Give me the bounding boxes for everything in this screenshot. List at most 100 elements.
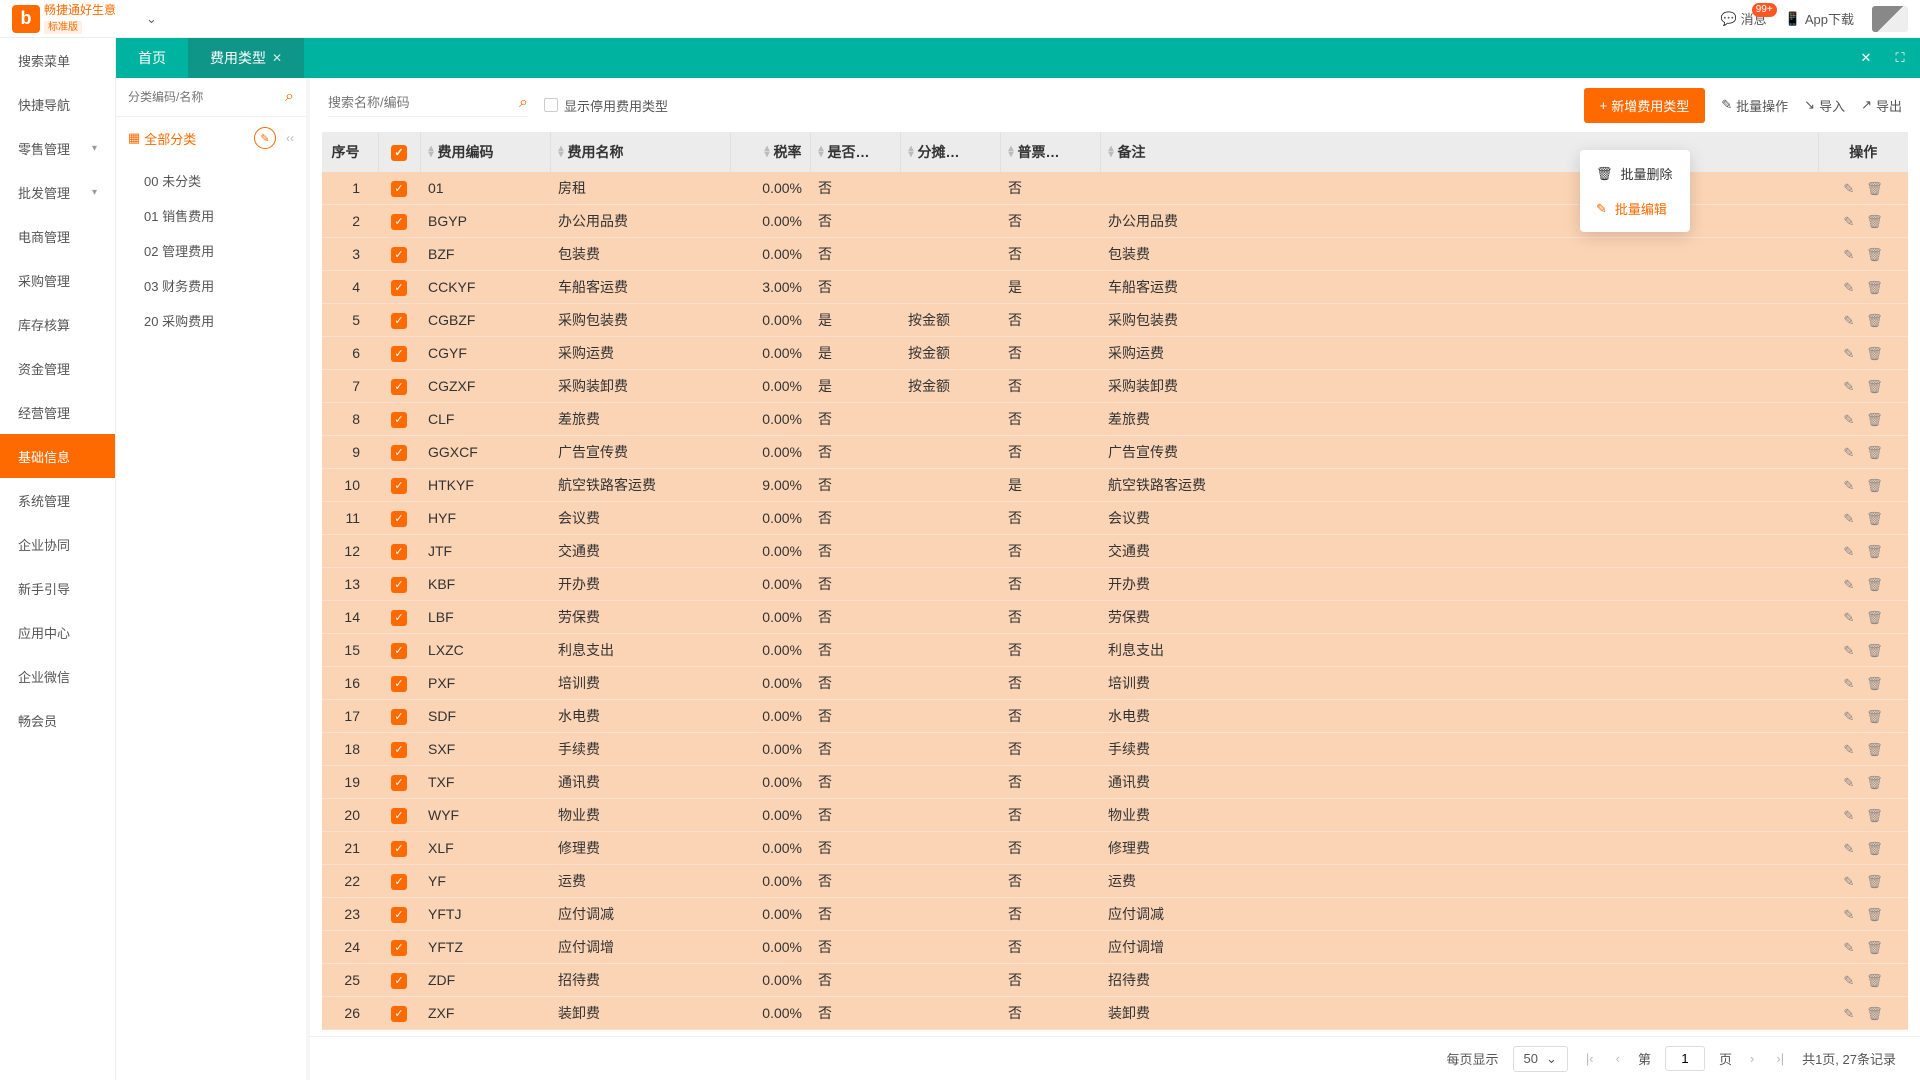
table-search-input[interactable] — [328, 95, 519, 110]
edit-icon[interactable]: ✎ — [1843, 577, 1854, 592]
trash-icon[interactable]: 🗑 — [1866, 412, 1883, 427]
trash-icon[interactable]: 🗑 — [1866, 1006, 1883, 1021]
nav-item[interactable]: 企业微信 — [0, 654, 115, 698]
nav-item[interactable]: 基础信息 — [0, 434, 115, 478]
table-row[interactable]: 3 ✓ BZF 包装费 0.00% 否 否 包装费 ✎ 🗑 — [322, 238, 1908, 271]
nav-item[interactable]: 批发管理▾ — [0, 170, 115, 214]
cell-checkbox[interactable]: ✓ — [378, 733, 420, 766]
edit-icon[interactable]: ✎ — [1843, 511, 1854, 526]
table-row[interactable]: 22 ✓ YF 运费 0.00% 否 否 运费 ✎ 🗑 — [322, 865, 1908, 898]
cell-checkbox[interactable]: ✓ — [378, 271, 420, 304]
cell-checkbox[interactable]: ✓ — [378, 865, 420, 898]
col-rate[interactable]: ▴▾税率 — [730, 132, 810, 172]
cell-checkbox[interactable]: ✓ — [378, 667, 420, 700]
cell-checkbox[interactable]: ✓ — [378, 898, 420, 931]
nav-item[interactable]: 系统管理 — [0, 478, 115, 522]
edit-icon[interactable]: ✎ — [1843, 907, 1854, 922]
cell-checkbox[interactable]: ✓ — [378, 238, 420, 271]
tab-expense-type[interactable]: 费用类型 ✕ — [188, 38, 304, 78]
trash-icon[interactable]: 🗑 — [1866, 544, 1883, 559]
table-row[interactable]: 12 ✓ JTF 交通费 0.00% 否 否 交通费 ✎ 🗑 — [322, 535, 1908, 568]
col-share[interactable]: ▴▾分摊… — [900, 132, 1000, 172]
cell-checkbox[interactable]: ✓ — [378, 370, 420, 403]
col-code[interactable]: ▴▾费用编码 — [420, 132, 550, 172]
edit-icon[interactable]: ✎ — [1843, 709, 1854, 724]
trash-icon[interactable]: 🗑 — [1866, 610, 1883, 625]
edit-icon[interactable]: ✎ — [1843, 874, 1854, 889]
trash-icon[interactable]: 🗑 — [1866, 214, 1883, 229]
nav-item[interactable]: 新手引导 — [0, 566, 115, 610]
col-yn[interactable]: ▴▾是否… — [810, 132, 900, 172]
trash-icon[interactable]: 🗑 — [1866, 445, 1883, 460]
nav-item[interactable]: 资金管理 — [0, 346, 115, 390]
table-row[interactable]: 13 ✓ KBF 开办费 0.00% 否 否 开办费 ✎ 🗑 — [322, 568, 1908, 601]
edit-icon[interactable]: ✎ — [1843, 676, 1854, 691]
table-row[interactable]: 16 ✓ PXF 培训费 0.00% 否 否 培训费 ✎ 🗑 — [322, 667, 1908, 700]
show-disabled-checkbox[interactable]: 显示停用费用类型 — [544, 96, 668, 115]
edit-icon[interactable]: ✎ — [1843, 247, 1854, 262]
avatar[interactable] — [1872, 6, 1908, 32]
trash-icon[interactable]: 🗑 — [1866, 808, 1883, 823]
nav-item[interactable]: 采购管理 — [0, 258, 115, 302]
table-row[interactable]: 4 ✓ CCKYF 车船客运费 3.00% 否 是 车船客运费 ✎ 🗑 — [322, 271, 1908, 304]
prev-page-button[interactable]: ‹ — [1612, 1051, 1624, 1066]
category-item[interactable]: 00 未分类 — [116, 163, 306, 198]
table-row[interactable]: 15 ✓ LXZC 利息支出 0.00% 否 否 利息支出 ✎ 🗑 — [322, 634, 1908, 667]
table-row[interactable]: 6 ✓ CGYF 采购运费 0.00% 是 按金额 否 采购运费 ✎ 🗑 — [322, 337, 1908, 370]
edit-icon[interactable]: ✎ — [1843, 478, 1854, 493]
table-row[interactable]: 25 ✓ ZDF 招待费 0.00% 否 否 招待费 ✎ 🗑 — [322, 964, 1908, 997]
category-item[interactable]: 02 管理费用 — [116, 233, 306, 268]
edit-icon[interactable]: ✎ — [1843, 313, 1854, 328]
trash-icon[interactable]: 🗑 — [1866, 247, 1883, 262]
cell-checkbox[interactable]: ✓ — [378, 304, 420, 337]
nav-item[interactable]: 应用中心 — [0, 610, 115, 654]
import-button[interactable]: ↘ 导入 — [1804, 96, 1845, 115]
trash-icon[interactable]: 🗑 — [1866, 742, 1883, 757]
last-page-button[interactable]: ›| — [1772, 1051, 1788, 1066]
trash-icon[interactable]: 🗑 — [1866, 511, 1883, 526]
edit-icon[interactable]: ✎ — [1843, 1006, 1854, 1021]
cell-checkbox[interactable]: ✓ — [378, 700, 420, 733]
table-row[interactable]: 24 ✓ YFTZ 应付调增 0.00% 否 否 应付调增 ✎ 🗑 — [322, 931, 1908, 964]
table-row[interactable]: 5 ✓ CGBZF 采购包装费 0.00% 是 按金额 否 采购包装费 ✎ 🗑 — [322, 304, 1908, 337]
cell-checkbox[interactable]: ✓ — [378, 436, 420, 469]
trash-icon[interactable]: 🗑 — [1866, 577, 1883, 592]
edit-icon[interactable]: ✎ — [1843, 808, 1854, 823]
cell-checkbox[interactable]: ✓ — [378, 634, 420, 667]
edit-icon[interactable]: ✎ — [1843, 544, 1854, 559]
tabs-close-button[interactable]: ✕ — [1852, 44, 1880, 72]
cell-checkbox[interactable]: ✓ — [378, 931, 420, 964]
edit-icon[interactable]: ✎ — [1843, 775, 1854, 790]
cell-checkbox[interactable]: ✓ — [378, 205, 420, 238]
nav-item[interactable]: 快捷导航 — [0, 82, 115, 126]
edit-icon[interactable]: ✎ — [1843, 379, 1854, 394]
table-row[interactable]: 18 ✓ SXF 手续费 0.00% 否 否 手续费 ✎ 🗑 — [322, 733, 1908, 766]
page-size-select[interactable]: 50 ⌄ — [1513, 1046, 1568, 1072]
col-seq[interactable]: 序号 — [322, 132, 378, 172]
page-input[interactable] — [1665, 1046, 1705, 1071]
table-row[interactable]: 11 ✓ HYF 会议费 0.00% 否 否 会议费 ✎ 🗑 — [322, 502, 1908, 535]
trash-icon[interactable]: 🗑 — [1866, 841, 1883, 856]
cell-checkbox[interactable]: ✓ — [378, 601, 420, 634]
cell-checkbox[interactable]: ✓ — [378, 172, 420, 205]
trash-icon[interactable]: 🗑 — [1866, 478, 1883, 493]
category-search-input[interactable] — [128, 90, 285, 104]
tab-home[interactable]: 首页 — [116, 38, 188, 78]
batch-delete-item[interactable]: 🗑 批量删除 — [1580, 156, 1690, 191]
category-item[interactable]: 20 采购费用 — [116, 303, 306, 338]
cell-checkbox[interactable]: ✓ — [378, 799, 420, 832]
collapse-icon[interactable]: ‹‹ — [286, 131, 294, 145]
close-icon[interactable]: ✕ — [272, 51, 282, 65]
search-icon[interactable]: ⌕ — [285, 88, 294, 106]
trash-icon[interactable]: 🗑 — [1866, 181, 1883, 196]
edit-icon[interactable]: ✎ — [1843, 940, 1854, 955]
category-edit-button[interactable]: ✎ — [254, 127, 276, 149]
edit-icon[interactable]: ✎ — [1843, 346, 1854, 361]
table-row[interactable]: 8 ✓ CLF 差旅费 0.00% 否 否 差旅费 ✎ 🗑 — [322, 403, 1908, 436]
trash-icon[interactable]: 🗑 — [1866, 313, 1883, 328]
table-row[interactable]: 23 ✓ YFTJ 应付调减 0.00% 否 否 应付调减 ✎ 🗑 — [322, 898, 1908, 931]
cell-checkbox[interactable]: ✓ — [378, 832, 420, 865]
download-button[interactable]: 📱 App下载 — [1785, 9, 1854, 28]
nav-item[interactable]: 经营管理 — [0, 390, 115, 434]
col-name[interactable]: ▴▾费用名称 — [550, 132, 730, 172]
